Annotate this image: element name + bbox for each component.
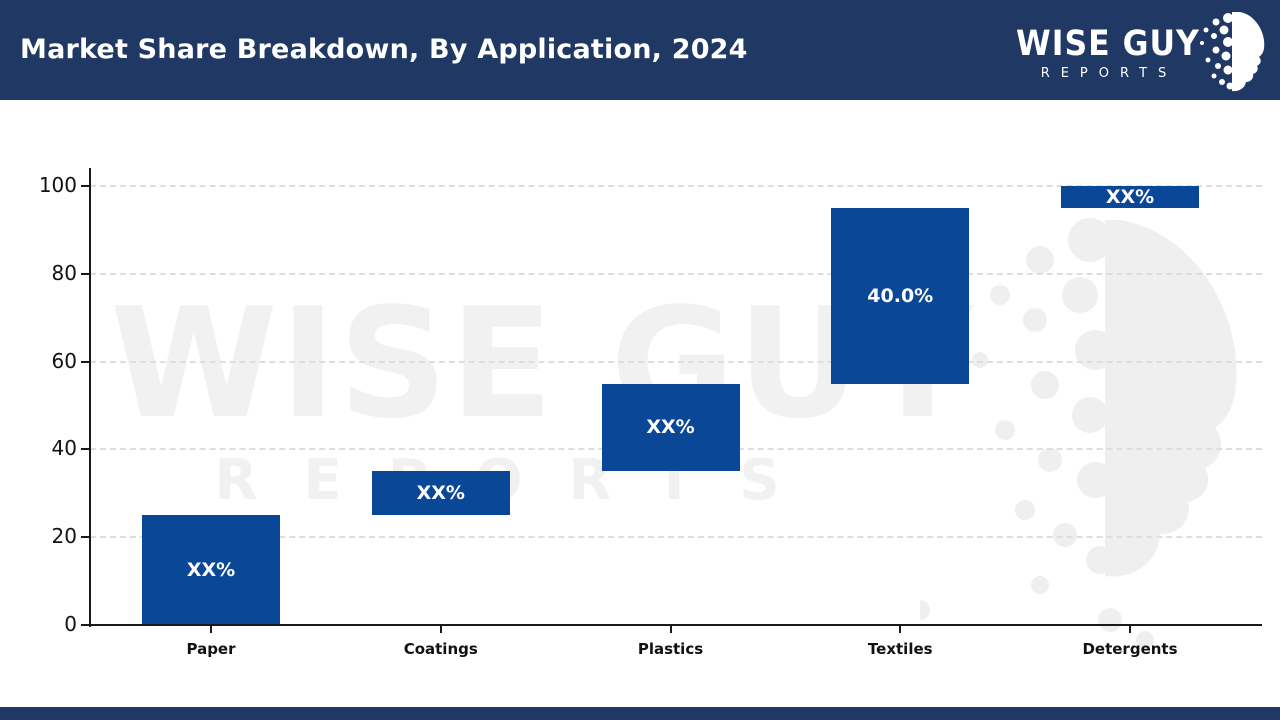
header-bar: Market Share Breakdown, By Application, … [0,0,1280,100]
y-tick-label-100: 100 [38,173,77,197]
y-tick-label-40: 40 [51,436,77,461]
footer-bar [0,707,1280,720]
logo-face-icon [1200,12,1265,92]
y-tick-label-20: 20 [51,524,77,549]
y-tick-100 [81,185,89,187]
bar-coatings: XX% [371,471,510,516]
y-tick-label-80: 80 [51,260,77,285]
gridline-60 [90,360,1262,363]
x-label-coatings: Coatings [403,640,478,658]
x-tick-textiles [899,625,902,633]
y-tick-0 [81,624,89,626]
y-tick-20 [81,536,89,539]
y-tick-label-0: 0 [64,612,77,636]
x-label-paper: Paper [186,640,236,658]
x-tick-plastics [669,625,672,633]
bar-paper: XX% [142,515,280,625]
wise-guy-logo: WISE GUY REPORTS [1016,8,1266,94]
bar-value-label: 40.0% [867,284,934,307]
gridline-80 [90,272,1262,275]
y-tick-40 [81,448,89,451]
x-tick-paper [210,625,212,633]
x-axis [89,624,1262,626]
x-label-plastics: Plastics [637,640,704,658]
y-axis [89,168,91,627]
logo-wordmark: WISE GUY [1016,24,1200,64]
bar-detergents: XX% [1061,186,1199,208]
x-tick-coatings [439,625,442,633]
bar-value-label: XX% [1105,185,1155,208]
bar-value-label: XX% [186,559,236,582]
x-label-textiles: Textiles [867,640,933,658]
x-tick-detergents [1129,625,1131,633]
bar-textiles: 40.0% [831,207,970,384]
bar-plastics: XX% [601,383,740,472]
y-tick-60 [81,360,89,363]
logo-text: WISE GUY REPORTS [1016,24,1200,81]
gridline-100 [90,185,1262,187]
bar-value-label: XX% [416,482,465,505]
chart-title: Market Share Breakdown, By Application, … [20,34,748,65]
gridline-20 [90,536,1262,539]
logo-subtitle: REPORTS [1040,66,1178,81]
bar-value-label: XX% [646,416,695,439]
y-tick-label-60: 60 [51,348,77,373]
y-tick-80 [81,272,89,275]
x-label-detergents: Detergents [1082,640,1178,658]
